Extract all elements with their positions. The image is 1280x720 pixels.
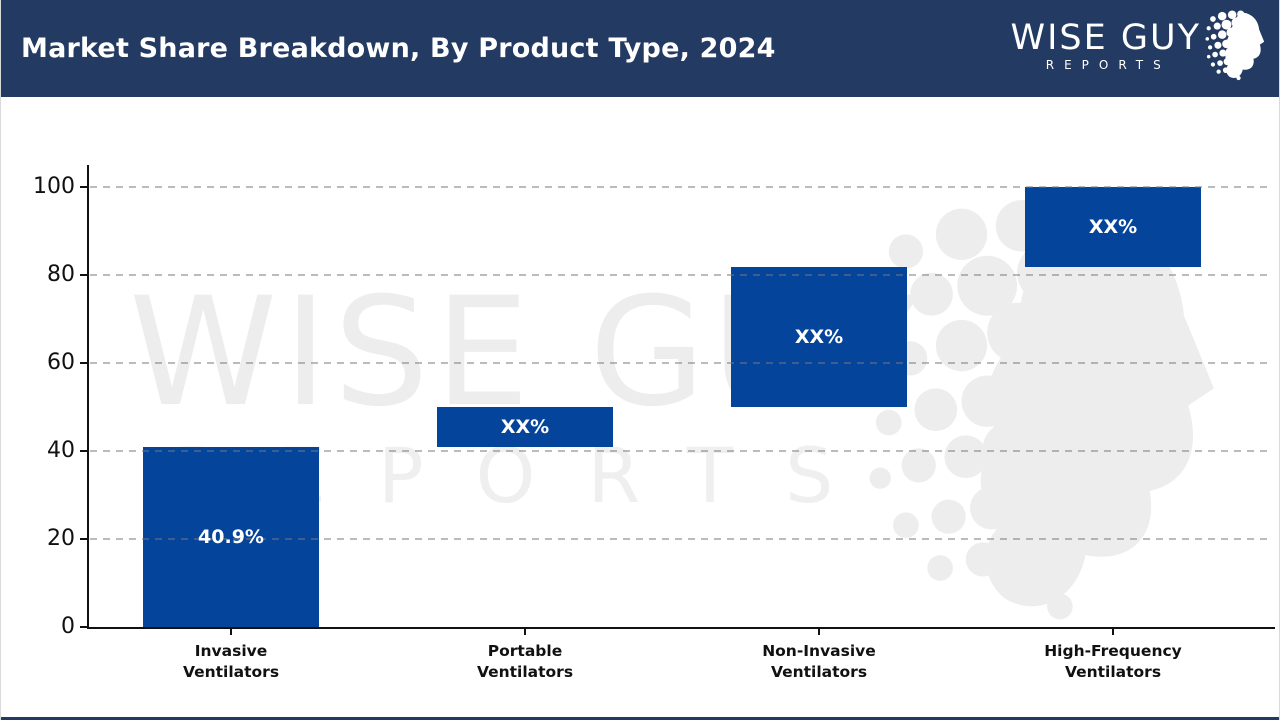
y-axis-line bbox=[87, 165, 89, 629]
y-tick-mark bbox=[80, 362, 88, 364]
logo-head-icon bbox=[1205, 10, 1265, 81]
logo-wordmark: WISE GUY bbox=[1010, 18, 1201, 59]
chart-title: Market Share Breakdown, By Product Type,… bbox=[21, 33, 776, 64]
gridline bbox=[90, 538, 1273, 540]
x-axis-line bbox=[87, 627, 1275, 629]
wiseguy-logo: WISE GUY REPORTS bbox=[1010, 8, 1267, 84]
y-tick-mark bbox=[80, 626, 88, 628]
y-tick-mark bbox=[80, 186, 88, 188]
bar-segment bbox=[437, 407, 613, 448]
logo-text: WISE GUY REPORTS bbox=[1010, 20, 1201, 72]
y-tick-label: 80 bbox=[47, 262, 75, 287]
y-tick-label: 20 bbox=[47, 526, 75, 551]
footer-bar bbox=[1, 717, 1279, 720]
y-tick-label: 0 bbox=[61, 614, 75, 639]
bar-value-label: XX% bbox=[794, 326, 844, 349]
y-tick-mark bbox=[80, 274, 88, 276]
gridline bbox=[90, 362, 1273, 364]
x-tick-label: Invasive Ventilators bbox=[182, 642, 280, 681]
bar-segment bbox=[731, 267, 907, 407]
x-tick-mark bbox=[1112, 628, 1114, 635]
x-tick-label: High-Frequency Ventilators bbox=[1044, 642, 1182, 681]
header-bar: Market Share Breakdown, By Product Type,… bbox=[1, 0, 1279, 97]
y-tick-label: 60 bbox=[47, 350, 75, 375]
bar-segment bbox=[143, 447, 319, 627]
x-tick-mark bbox=[524, 628, 526, 635]
x-tick-mark bbox=[230, 628, 232, 635]
y-tick-mark bbox=[80, 538, 88, 540]
y-tick-mark bbox=[80, 450, 88, 452]
x-tick-label: Non-Invasive Ventilators bbox=[762, 642, 876, 681]
x-tick-label: Portable Ventilators bbox=[476, 642, 574, 681]
bar-segment bbox=[1025, 187, 1201, 268]
y-tick-label: 40 bbox=[47, 438, 75, 463]
y-tick-label: 100 bbox=[33, 174, 75, 199]
gridline bbox=[90, 450, 1273, 452]
gridline bbox=[90, 274, 1273, 276]
bar-value-label: XX% bbox=[500, 416, 550, 439]
x-tick-mark bbox=[818, 628, 820, 635]
gridline bbox=[90, 186, 1273, 188]
bar-value-label: XX% bbox=[1088, 216, 1138, 239]
logo-subtext: REPORTS bbox=[1045, 57, 1171, 72]
bar-value-label: 40.9% bbox=[198, 526, 264, 549]
